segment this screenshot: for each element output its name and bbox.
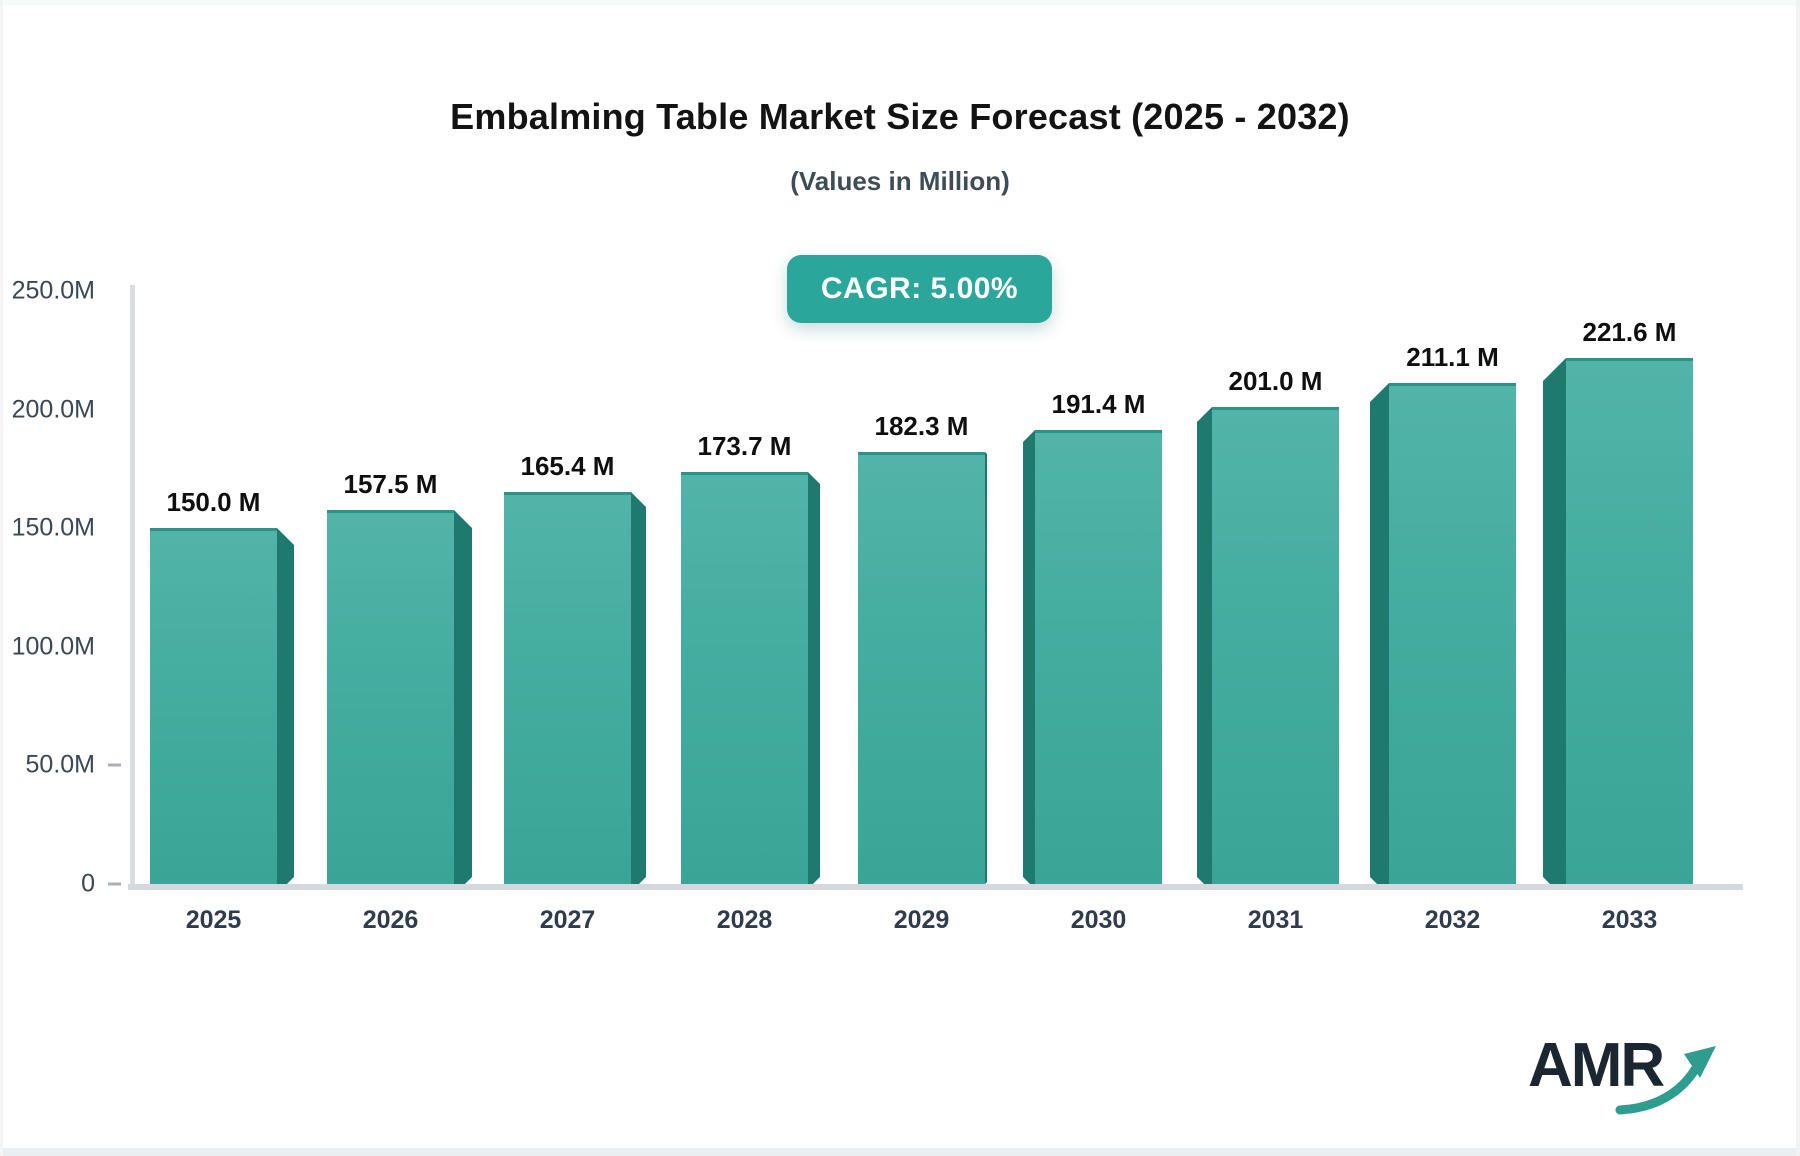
bar-value-label-2031: 201.0 M <box>1228 366 1323 396</box>
x-axis-label-2025: 2025 <box>185 906 242 934</box>
x-axis-label-2027: 2027 <box>539 906 596 934</box>
x-axis-label-2029: 2029 <box>893 906 950 934</box>
bar-2028 <box>681 472 808 884</box>
bar-3d-side-2031 <box>1197 407 1212 884</box>
bar-2027 <box>504 492 631 884</box>
bar-value-label-2027: 165.4 M <box>520 451 615 481</box>
left-edge-divider <box>0 0 3 1156</box>
bar-3d-side-2025 <box>277 528 294 884</box>
bar-3d-side-2026 <box>454 510 472 884</box>
bar-3d-side-2032 <box>1370 383 1389 884</box>
x-axis-label-2030: 2030 <box>1070 906 1127 934</box>
x-axis-label-2026: 2026 <box>362 906 419 934</box>
y-axis-tick-label: 50.0M <box>25 750 95 779</box>
bar-value-label-2028: 173.7 M <box>697 431 792 461</box>
x-axis-baseline <box>128 884 1743 890</box>
bar-3d-side-2027 <box>631 492 646 884</box>
y-axis-tick-label: 0 <box>81 869 95 898</box>
y-axis-line <box>130 285 135 890</box>
bottom-edge-divider <box>0 1148 1800 1156</box>
y-axis-tick-mark <box>108 882 121 886</box>
brand-logo-text: AMR <box>1528 1031 1665 1100</box>
top-edge-divider <box>0 0 1800 5</box>
growth-arrow-icon <box>1615 1046 1716 1115</box>
bar-value-label-2033: 221.6 M <box>1582 317 1677 347</box>
bar-3d-side-2029 <box>985 452 987 884</box>
bar-value-label-2030: 191.4 M <box>1051 389 1146 419</box>
bar-3d-side-2030 <box>1023 430 1035 884</box>
bar-value-label-2032: 211.1 M <box>1406 342 1499 372</box>
bar-2031 <box>1212 407 1339 884</box>
right-edge-divider <box>1796 0 1800 1156</box>
bar-value-label-2026: 157.5 M <box>343 469 438 499</box>
bar-3d-side-2028 <box>808 472 820 884</box>
bar-2025 <box>150 528 277 884</box>
y-axis-tick-label: 200.0M <box>11 395 95 424</box>
bar-2029 <box>858 452 985 884</box>
x-axis-label-2032: 2032 <box>1424 906 1481 934</box>
bar-value-label-2029: 182.3 M <box>874 411 969 441</box>
bar-3d-side-2033 <box>1543 358 1566 884</box>
x-axis-label-2028: 2028 <box>716 906 773 934</box>
x-axis-label-2031: 2031 <box>1247 906 1304 934</box>
bar-value-label-2025: 150.0 M <box>166 487 261 517</box>
bar-2026 <box>327 510 454 884</box>
brand-logo: AMR <box>1528 1030 1728 1120</box>
y-axis-tick-label: 150.0M <box>11 513 95 542</box>
bar-2032 <box>1389 383 1516 884</box>
cagr-badge: CAGR: 5.00% <box>787 255 1052 323</box>
bar-2030 <box>1035 430 1162 884</box>
x-axis-label-2033: 2033 <box>1601 906 1658 934</box>
chart-title: Embalming Table Market Size Forecast (20… <box>450 96 1350 137</box>
chart-subtitle: (Values in Million) <box>790 166 1010 196</box>
y-axis-tick-mark <box>108 763 121 767</box>
y-axis-tick-label: 250.0M <box>11 276 95 305</box>
y-axis-tick-label: 100.0M <box>11 632 95 661</box>
bar-2033 <box>1566 358 1693 884</box>
